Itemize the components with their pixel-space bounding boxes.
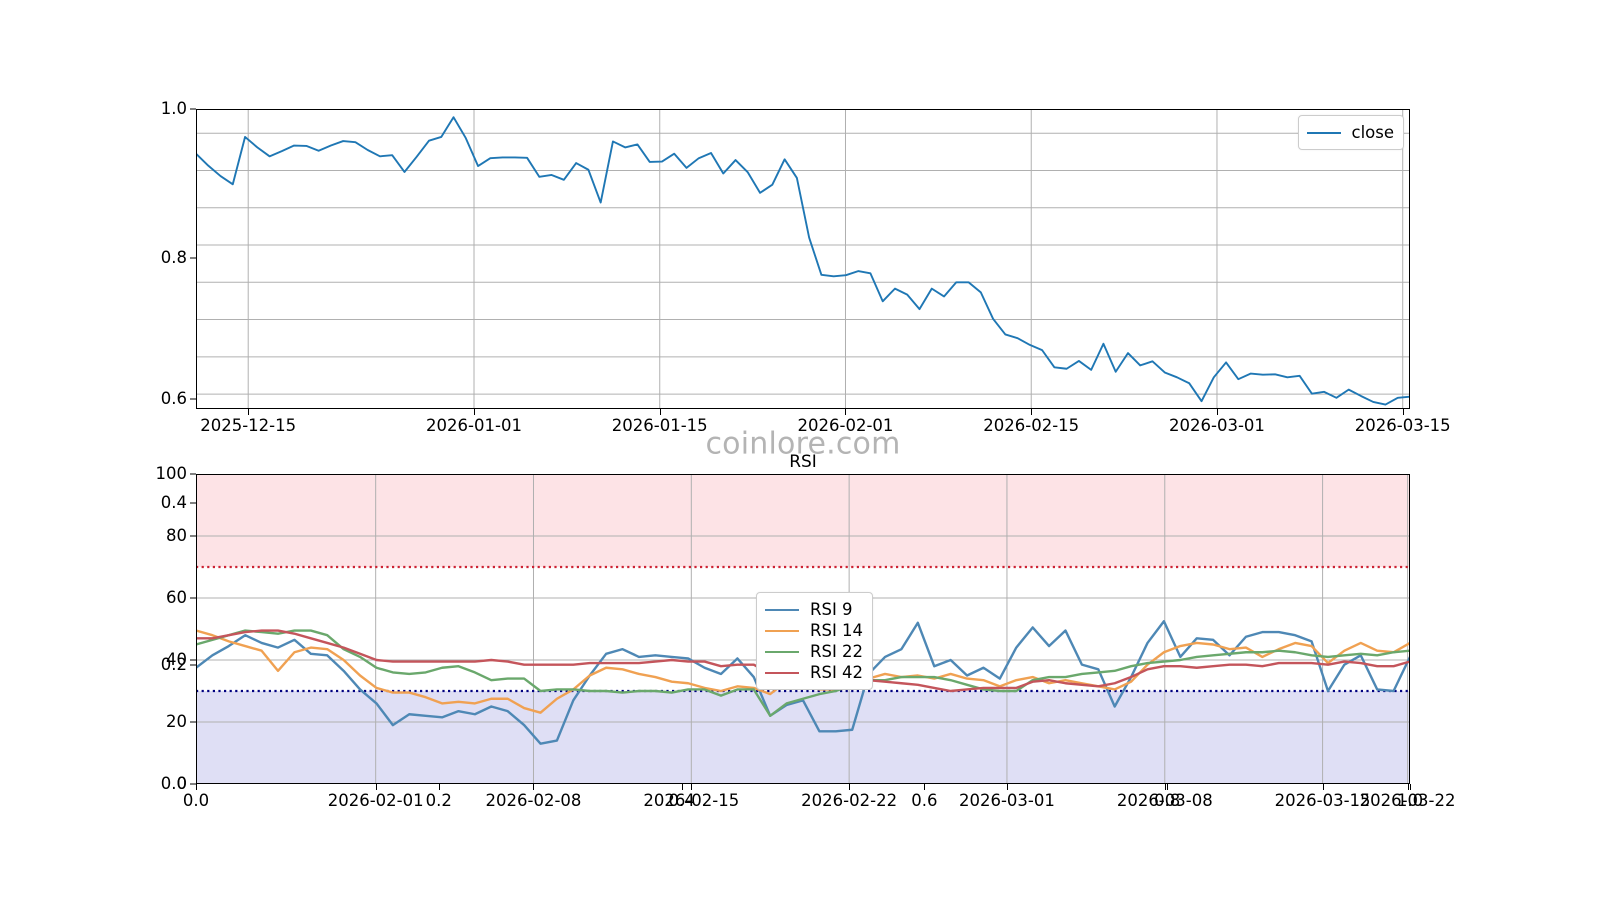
- x-tick-label: 2026-02-15: [983, 416, 1080, 435]
- x-tick-mark: [845, 409, 847, 415]
- x-tick-label: 1.0: [1396, 791, 1424, 810]
- x-tick-mark: [438, 784, 440, 790]
- y-tick-mark: [190, 398, 196, 399]
- legend-color-swatch: [765, 608, 799, 611]
- x-tick-label: 2026-01-15: [611, 416, 708, 435]
- x-tick-mark: [248, 409, 250, 415]
- x-tick-label: 2025-12-15: [200, 416, 297, 435]
- y-tick-mark: [190, 783, 196, 785]
- x-tick-mark: [659, 409, 661, 415]
- oversold-band: [196, 691, 1410, 784]
- x-tick-mark: [691, 784, 693, 790]
- y-tick-label: 20: [166, 711, 187, 731]
- x-tick-label: 0.8: [1154, 791, 1181, 810]
- y-tick-mark: [190, 502, 196, 504]
- x-tick-label: 0.4: [668, 791, 695, 810]
- legend-entry[interactable]: RSI 42: [765, 662, 863, 683]
- y-tick-label: 0.4: [160, 493, 187, 513]
- y-tick-label: 40: [166, 649, 187, 669]
- rsi-series-line: [196, 629, 1410, 718]
- y-tick-mark: [190, 535, 196, 537]
- legend-color-swatch: [765, 629, 799, 632]
- x-tick-label: 2026-02-22: [801, 791, 898, 810]
- legend-color-swatch: [1306, 131, 1341, 134]
- x-tick-mark: [1402, 409, 1404, 415]
- x-tick-mark: [533, 784, 535, 790]
- y-tick-mark: [190, 108, 196, 110]
- x-tick-mark: [1167, 784, 1169, 790]
- x-tick-mark: [849, 784, 851, 790]
- y-tick-label: 0.8: [160, 247, 187, 267]
- x-tick-label: 0.0: [182, 791, 210, 810]
- y-tick-mark: [190, 257, 196, 258]
- legend-label: close: [1351, 123, 1395, 142]
- x-tick-mark: [1322, 784, 1324, 790]
- x-tick-label: 2026-02-01: [797, 416, 894, 435]
- x-tick-mark: [196, 784, 197, 790]
- x-tick-mark: [1216, 409, 1218, 415]
- rsi-chart-legend[interactable]: RSI 9 RSI 14 RSI 22 RSI 42: [756, 592, 874, 690]
- x-tick-label: 2026-03-15: [1274, 791, 1371, 810]
- x-tick-label: 2026-03-01: [958, 791, 1055, 810]
- y-tick-label: 0.0: [160, 773, 187, 793]
- x-tick-mark: [681, 784, 683, 790]
- y-tick-mark: [190, 721, 196, 723]
- legend-entry[interactable]: close: [1306, 122, 1395, 143]
- y-tick-label: 0.6: [160, 388, 187, 408]
- x-tick-label: 2026-03-22: [1359, 791, 1456, 810]
- x-tick-mark: [1164, 784, 1166, 790]
- price-plot-area: [196, 109, 1410, 409]
- y-tick-mark: [190, 473, 196, 475]
- legend-entry[interactable]: RSI 14: [765, 620, 863, 641]
- x-tick-label: 2026-02-08: [485, 791, 582, 810]
- rsi-plot-area: [196, 474, 1410, 784]
- legend-entry[interactable]: RSI 9: [765, 599, 863, 620]
- x-tick-label: 2026-03-08: [1116, 791, 1213, 810]
- legend-label: RSI 14: [810, 621, 864, 640]
- y-tick-label: 100: [155, 463, 188, 483]
- rsi-subplot-title: RSI: [789, 452, 817, 472]
- coinlore-watermark: coinlore.com: [705, 426, 901, 462]
- y-tick-label: 1.0: [160, 98, 187, 118]
- price-chart-legend[interactable]: close: [1297, 115, 1404, 150]
- legend-label: RSI 9: [810, 600, 853, 619]
- x-tick-label: 0.2: [425, 791, 452, 810]
- rsi-series-line: [196, 620, 1410, 745]
- legend-label: RSI 22: [810, 642, 864, 661]
- overbought-band: [196, 474, 1410, 567]
- y-tick-label: 0: [176, 773, 188, 793]
- y-tick-label: 80: [166, 525, 187, 545]
- legend-color-swatch: [765, 671, 799, 674]
- x-tick-mark: [1006, 784, 1008, 790]
- y-tick-mark: [190, 659, 196, 661]
- x-tick-mark: [1407, 784, 1409, 790]
- legend-label: RSI 42: [810, 663, 864, 682]
- price-chart-axes: 2.52.42.32.22.12.01.91.8 1.00.80.6 2025-…: [161, 100, 1451, 433]
- x-tick-mark: [474, 409, 475, 415]
- x-tick-label: 2026-03-15: [1354, 416, 1451, 435]
- legend-color-swatch: [765, 650, 799, 653]
- y-tick-mark: [190, 664, 196, 666]
- x-tick-label: 0.6: [911, 791, 938, 810]
- x-tick-label: 2026-02-15: [643, 791, 740, 810]
- x-tick-mark: [1031, 409, 1033, 415]
- rsi-chart-axes: 100 80 60 40 20 0 0.4 0.2 0.0 2026-02-01 2026-02…: [156, 465, 1456, 808]
- x-tick-label: 2026-03-01: [1169, 416, 1265, 435]
- y-tick-label: 60: [166, 587, 187, 607]
- x-tick-mark: [375, 784, 377, 790]
- legend-entry[interactable]: RSI 22: [765, 641, 863, 662]
- y-tick-label: 0.2: [160, 654, 187, 674]
- x-tick-label: 2026-02-01: [327, 791, 424, 810]
- x-tick-mark: [924, 784, 926, 790]
- y-tick-mark: [190, 597, 196, 599]
- x-tick-mark: [1410, 784, 1411, 790]
- x-tick-label: 2026-01-01: [426, 416, 522, 435]
